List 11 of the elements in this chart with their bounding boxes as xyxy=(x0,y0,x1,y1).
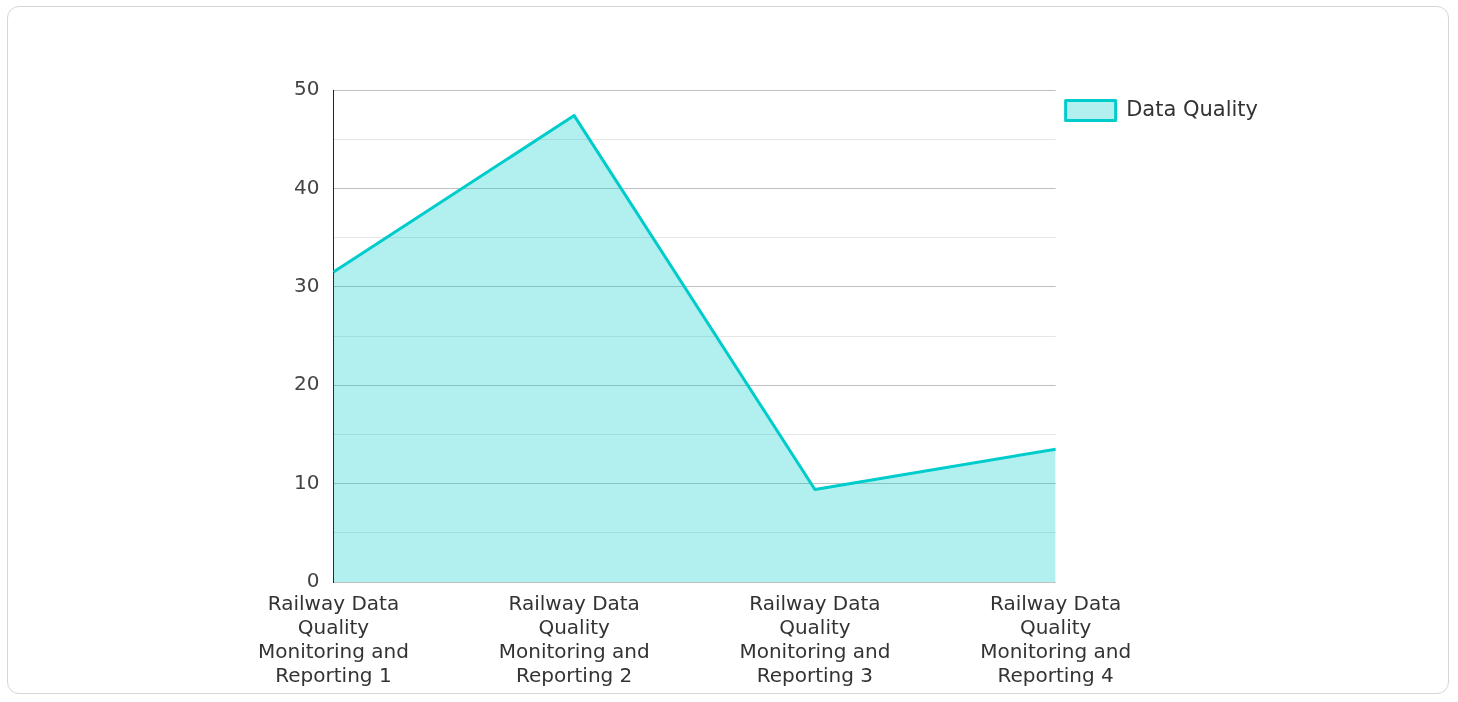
x-tick-label: Railway Data Quality Monitoring and Reporting 1 xyxy=(257,591,409,688)
y-tick-label: 10 xyxy=(294,469,320,494)
x-tick-label: Railway Data Quality Monitoring and Reporting 2 xyxy=(498,591,650,688)
y-tick-label: 50 xyxy=(294,76,320,101)
x-tick-label: Railway Data Quality Monitoring and Reporting 3 xyxy=(739,591,891,688)
y-tick-label: 40 xyxy=(294,174,320,199)
legend-label: Data Quality xyxy=(1126,96,1258,121)
y-tick-label: 0 xyxy=(306,568,320,593)
y-tick-label: 20 xyxy=(294,371,320,396)
x-tick-label: Railway Data Quality Monitoring and Reporting 4 xyxy=(980,591,1132,688)
y-tick-label: 30 xyxy=(294,273,320,297)
